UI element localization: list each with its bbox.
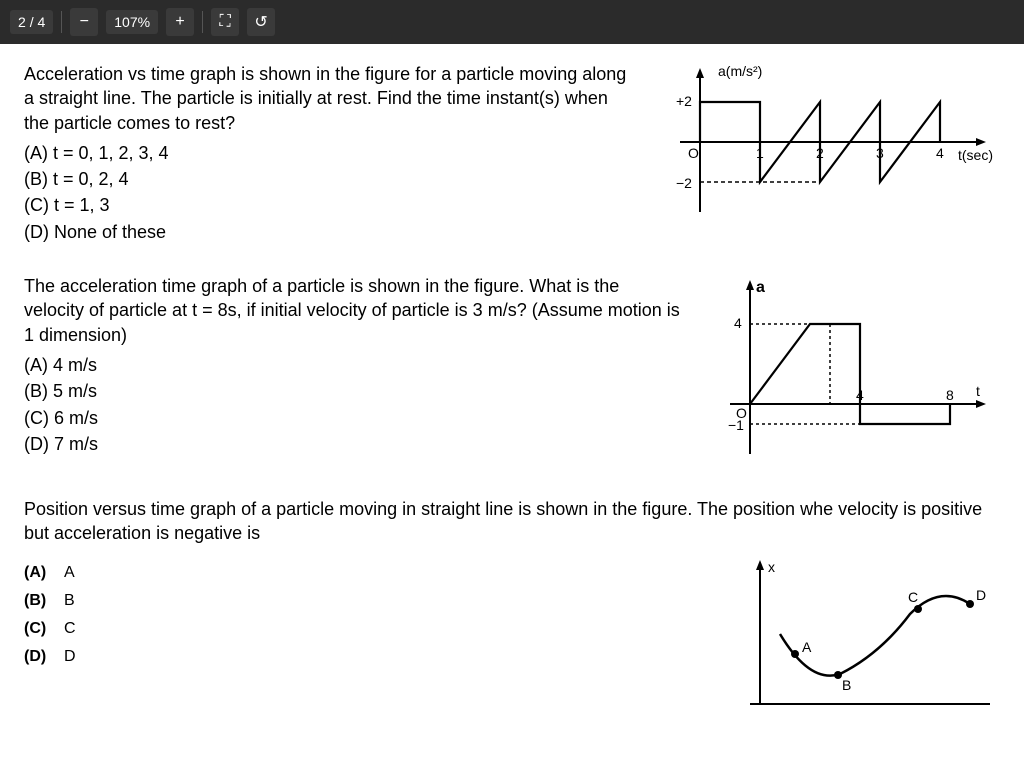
q2-x2: 8 xyxy=(946,387,954,403)
q3-option-c: (C) C xyxy=(24,620,690,638)
question-1: Acceleration vs time graph is shown in t… xyxy=(24,62,1000,246)
q2-ylabel: a xyxy=(756,279,765,296)
fit-page-icon[interactable]: ⛶ xyxy=(211,8,239,36)
q1-xlabel: t(sec) xyxy=(958,147,993,163)
q3-option-d: (D) D xyxy=(24,648,690,666)
q2-option-a: (A) 4 m/s xyxy=(24,353,682,377)
page-sep: / xyxy=(30,14,34,30)
zoom-out-button[interactable]: − xyxy=(70,8,98,36)
q2-ytop: 4 xyxy=(734,315,742,331)
q2-option-d: (D) 7 m/s xyxy=(24,432,682,456)
q3-ylabel: x xyxy=(768,559,775,575)
question-3: Position versus time graph of a particle… xyxy=(24,497,1000,719)
q3-pt-c: C xyxy=(908,589,918,605)
zoom-level[interactable]: 107% xyxy=(106,10,158,34)
q1-graph: a(m/s²) t(sec) O +2 −2 1 2 3 4 xyxy=(650,62,1000,227)
rotate-icon[interactable]: ↺ xyxy=(247,8,275,36)
q3-graph: x A B C D xyxy=(720,554,1000,719)
q2-prompt: The acceleration time graph of a particl… xyxy=(24,274,682,347)
page-indicator[interactable]: 2 / 4 xyxy=(10,10,53,34)
q1-option-b: (B) t = 0, 2, 4 xyxy=(24,167,632,191)
page-current: 2 xyxy=(18,14,26,30)
page-total: 4 xyxy=(37,14,45,30)
q3-option-a: (A) A xyxy=(24,564,690,582)
q2-graph: a t O 4 −1 4 8 xyxy=(700,274,1000,469)
question-2: The acceleration time graph of a particl… xyxy=(24,274,1000,469)
pdf-toolbar: 2 / 4 − 107% + ⛶ ↺ xyxy=(0,0,1024,44)
q1-ybot: −2 xyxy=(676,175,692,191)
q1-option-a: (A) t = 0, 1, 2, 3, 4 xyxy=(24,141,632,165)
q3-option-b: (B) B xyxy=(24,592,690,610)
page-content: Acceleration vs time graph is shown in t… xyxy=(0,44,1024,759)
zoom-in-button[interactable]: + xyxy=(166,8,194,36)
q3-pt-a: A xyxy=(802,639,812,655)
q1-option-c: (C) t = 1, 3 xyxy=(24,193,632,217)
q3-prompt: Position versus time graph of a particle… xyxy=(24,497,1000,546)
q2-option-b: (B) 5 m/s xyxy=(24,379,682,403)
q1-ylabel: a(m/s²) xyxy=(718,63,762,79)
q1-x4: 4 xyxy=(936,145,944,161)
q3-pt-d: D xyxy=(976,587,986,603)
q2-xlabel: t xyxy=(976,383,980,399)
q1-prompt: Acceleration vs time graph is shown in t… xyxy=(24,62,632,135)
q1-origin: O xyxy=(688,145,699,161)
q1-ytop: +2 xyxy=(676,93,692,109)
q3-pt-b: B xyxy=(842,677,851,693)
q2-option-c: (C) 6 m/s xyxy=(24,406,682,430)
q1-option-d: (D) None of these xyxy=(24,220,632,244)
q2-ybot: −1 xyxy=(728,417,744,433)
